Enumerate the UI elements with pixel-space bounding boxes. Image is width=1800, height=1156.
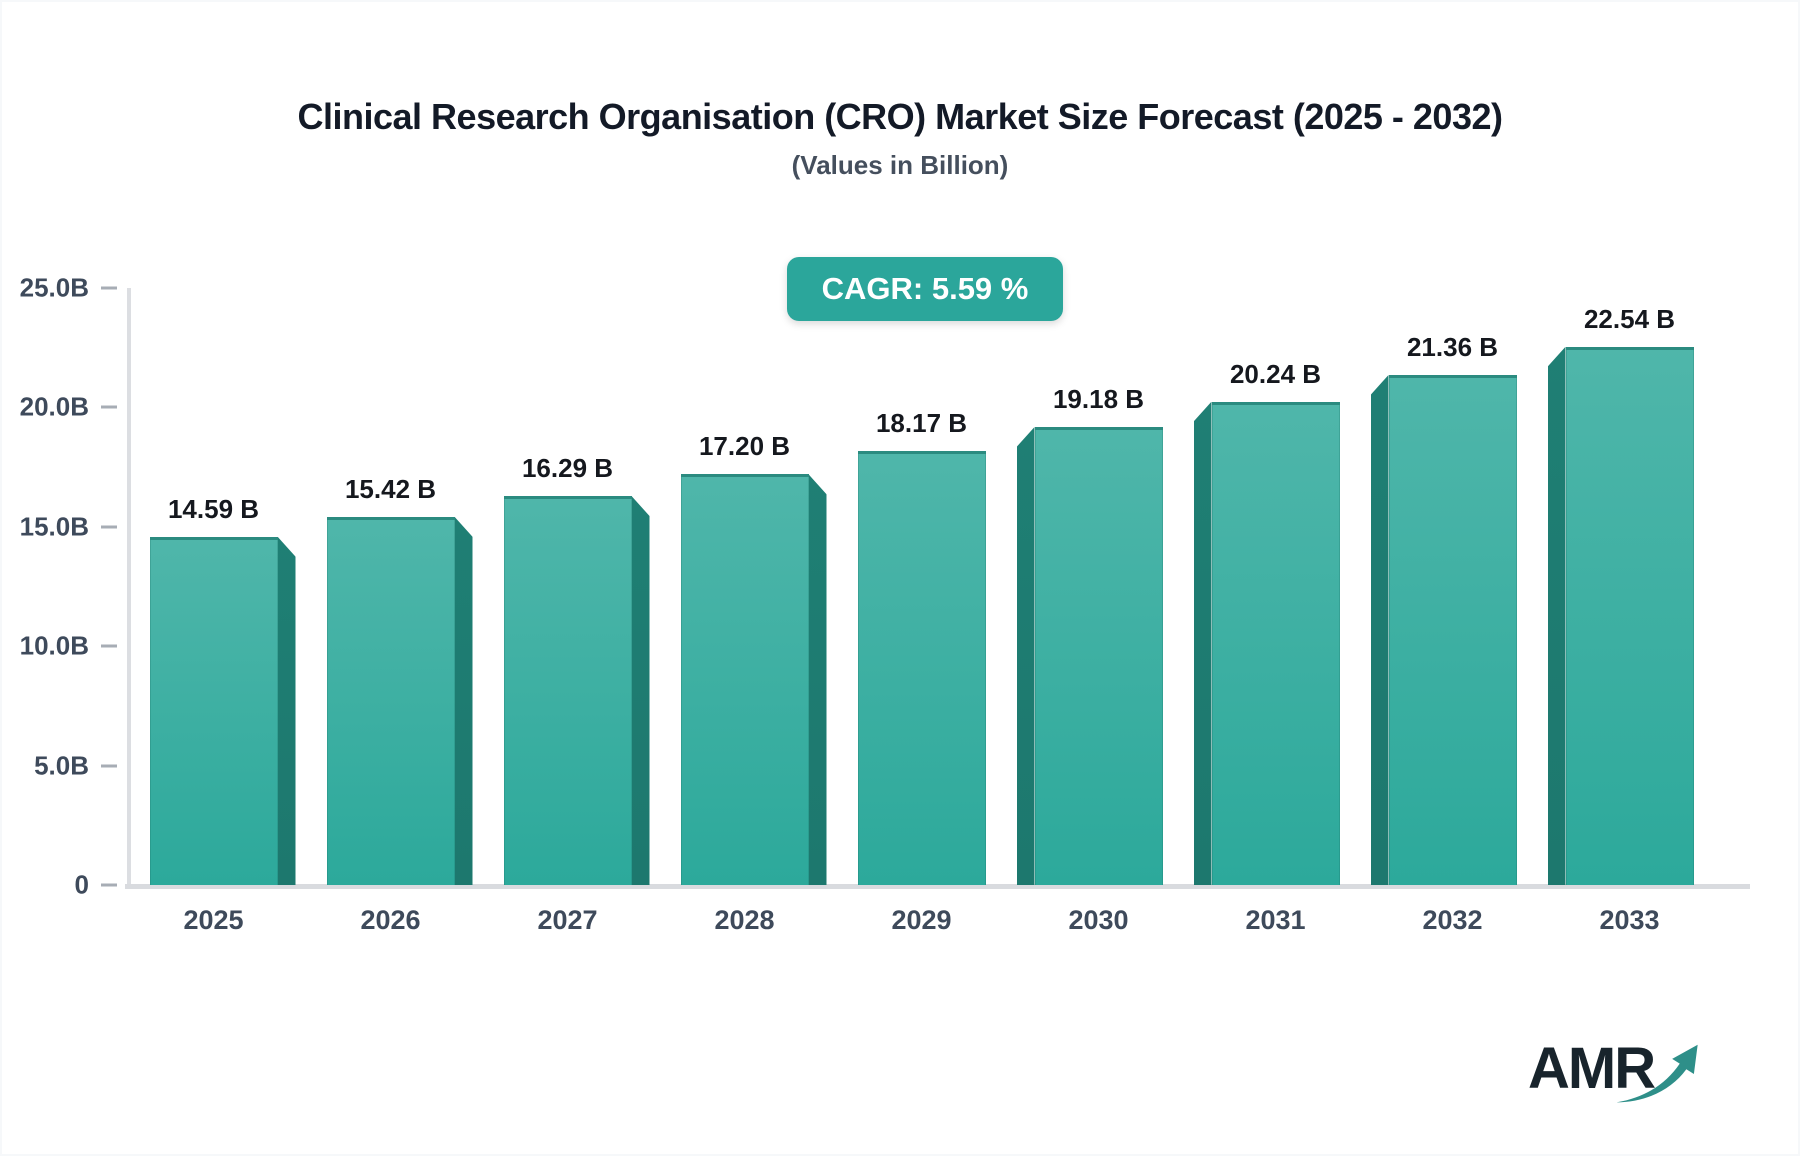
bar-face	[1211, 401, 1340, 885]
chart-title: Clinical Research Organisation (CRO) Mar…	[297, 96, 1503, 137]
x-axis-label: 2031	[1245, 905, 1306, 935]
y-axis-label: 20.0B	[19, 391, 89, 422]
amr-logo: AMR	[1528, 1040, 1702, 1108]
bar-value-label: 18.17 B	[875, 408, 968, 439]
bars: 14.59 B 2025 15.42 B 2026 16.29 B 2027 17.20 B…	[125, 288, 1718, 935]
growth-arrow-icon	[1616, 1044, 1698, 1103]
y-axis-tick	[101, 525, 117, 529]
y-axis-label: 15.0B	[19, 511, 89, 542]
y-axis-label: 5.0B	[34, 750, 89, 781]
bar-side	[1370, 374, 1389, 885]
cagr-badge: CAGR: 5.59 %	[787, 257, 1063, 321]
bar-face	[503, 496, 632, 885]
bar-face	[857, 451, 986, 885]
bar	[1016, 426, 1163, 885]
x-axis-label: 2030	[1068, 905, 1129, 935]
amr-logo-text: AMR	[1528, 1036, 1656, 1101]
bar-slot: 14.59 B 2025	[125, 288, 302, 935]
bar-face	[680, 474, 809, 885]
bar	[149, 536, 296, 885]
bar-slot: 22.54 B 2033	[1541, 288, 1718, 935]
x-axis-label: 2028	[714, 905, 775, 935]
bar-slot: 18.17 B 2029	[833, 288, 1010, 935]
bar-side	[808, 474, 827, 885]
bar-value-label: 21.36 B	[1406, 331, 1499, 362]
bar-value-label: 16.29 B	[521, 453, 614, 483]
bar-slot: 20.24 B 2031	[1187, 288, 1364, 935]
bar-face	[1034, 426, 1163, 885]
bar	[857, 451, 986, 885]
bar-side	[631, 496, 650, 885]
bar	[1193, 401, 1340, 885]
x-axis-baseline	[125, 884, 1750, 889]
bar-side	[277, 536, 296, 885]
bar-slot: 17.20 B 2028	[656, 288, 833, 935]
bar-value-label: 15.42 B	[344, 473, 437, 504]
bar-slot: 19.18 B 2030	[1010, 288, 1187, 935]
bar-value-label: 19.18 B	[1052, 383, 1145, 414]
bar-side	[1193, 401, 1212, 885]
y-axis-tick	[101, 405, 117, 409]
x-axis-label: 2026	[360, 905, 421, 935]
bar	[1370, 374, 1517, 885]
bar-side	[454, 516, 473, 885]
bar-face	[1388, 374, 1517, 885]
bar-value-label: 22.54 B	[1583, 303, 1676, 334]
bar	[1547, 346, 1694, 885]
x-axis-label: 2032	[1422, 905, 1483, 935]
y-axis-tick	[101, 286, 117, 290]
y-axis-tick	[101, 764, 117, 768]
bar-slot: 16.29 B 2027	[479, 288, 656, 935]
y-axis-label: 10.0B	[19, 630, 89, 661]
x-axis-label: 2033	[1599, 905, 1660, 935]
bar-face	[1565, 346, 1694, 885]
bar	[326, 516, 473, 885]
bar-slot: 15.42 B 2026	[302, 288, 479, 935]
bar-face	[326, 516, 455, 885]
y-axis-label: 25.0B	[19, 272, 89, 303]
bar-value-label: 17.20 B	[698, 431, 791, 462]
x-axis-label: 2029	[891, 905, 952, 935]
bar-value-label: 20.24 B	[1229, 358, 1322, 389]
cagr-badge-label: CAGR: 5.59 %	[821, 271, 1029, 306]
y-axis-line	[127, 288, 131, 885]
bar-slot: 21.36 B 2032	[1364, 288, 1541, 935]
bar-side	[1547, 346, 1566, 885]
bar	[503, 496, 650, 885]
bar	[680, 474, 827, 885]
x-axis-label: 2025	[183, 905, 244, 935]
y-axis-tick	[101, 644, 117, 648]
bar-face	[149, 536, 278, 885]
y-axis-tick	[101, 883, 117, 887]
chart-subtitle: (Values in Billion)	[791, 150, 1009, 180]
bar-value-label: 14.59 B	[167, 493, 260, 524]
plot-area: 14.59 B 2025 15.42 B 2026 16.29 B 2027 17.20 B…	[20, 273, 1750, 935]
x-axis-label: 2027	[537, 905, 598, 935]
bar-side	[1016, 426, 1035, 885]
y-axis-label: 0	[74, 869, 89, 900]
